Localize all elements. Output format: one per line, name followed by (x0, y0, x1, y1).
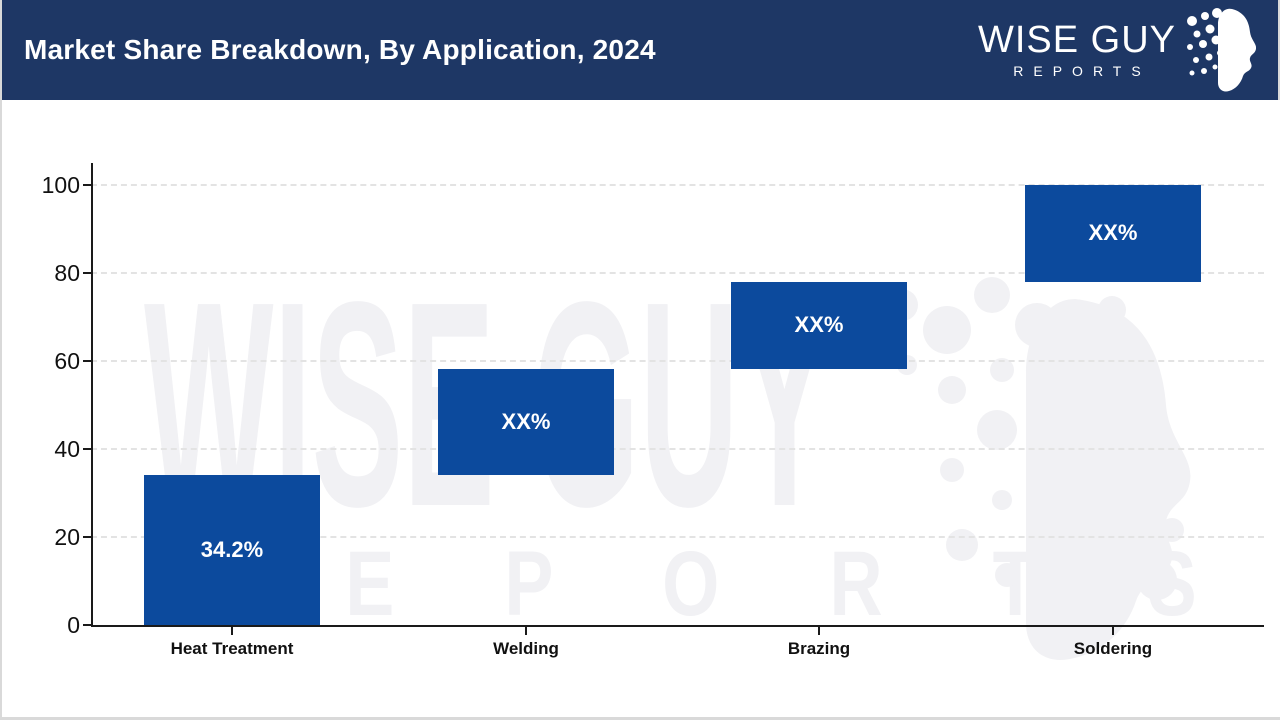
bar-heat-treatment: 34.2% (144, 474, 320, 625)
y-axis-tick-label: 100 (41, 172, 80, 198)
bar-brazing: XX% (731, 281, 907, 369)
bar-value-label: XX% (501, 408, 551, 434)
y-axis-tick (83, 184, 91, 186)
y-axis-tick-label: 40 (54, 436, 80, 462)
chart-area: WISE GUY R E P O R T S 0 20 40 60 80 100 34.2%… (2, 100, 1280, 717)
brand-logo: WISE GUY REPORTS (978, 7, 1256, 93)
y-axis-tick (83, 536, 91, 538)
header: Market Share Breakdown, By Application, … (2, 0, 1278, 100)
bar-soldering: XX% (1025, 185, 1201, 282)
gridline (91, 184, 1264, 186)
bar-value-label: 34.2% (200, 536, 264, 562)
x-axis-tick (231, 627, 233, 635)
x-axis-tick (1112, 627, 1114, 635)
x-axis-category-label: Heat Treatment (170, 639, 294, 658)
bar-value-label: XX% (1088, 220, 1138, 246)
y-axis-line (91, 163, 93, 627)
y-axis-tick (83, 272, 91, 274)
y-axis-tick (83, 624, 91, 626)
y-axis-tick (83, 448, 91, 450)
y-axis-tick-label: 80 (54, 260, 80, 286)
gridline (91, 272, 1264, 274)
brand-name: WISE GUY (977, 19, 1176, 61)
x-axis-line (91, 625, 1264, 627)
bar-value-label: XX% (794, 312, 844, 338)
y-axis-tick-label: 20 (54, 524, 80, 550)
gridline (91, 360, 1264, 362)
y-axis-tick (83, 360, 91, 362)
x-axis-category-label: Welding (493, 639, 559, 658)
bar-welding: XX% (438, 368, 614, 475)
gridline (91, 448, 1264, 450)
y-axis-tick-label: 0 (67, 612, 80, 638)
brand-logo-text: WISE GUY REPORTS (978, 21, 1176, 79)
watermark-subtext: R E P O R T S (182, 533, 1242, 635)
gridline (91, 536, 1264, 538)
brand-subname: REPORTS (1013, 63, 1151, 79)
wiseguy-face-icon (1187, 8, 1256, 92)
x-axis-category-label: Brazing (787, 639, 851, 658)
x-axis-category-label: Soldering (1073, 639, 1153, 658)
y-axis-tick-label: 60 (54, 348, 80, 374)
page-title: Market Share Breakdown, By Application, … (24, 34, 656, 65)
x-axis-tick (818, 627, 820, 635)
x-axis-tick (525, 627, 527, 635)
